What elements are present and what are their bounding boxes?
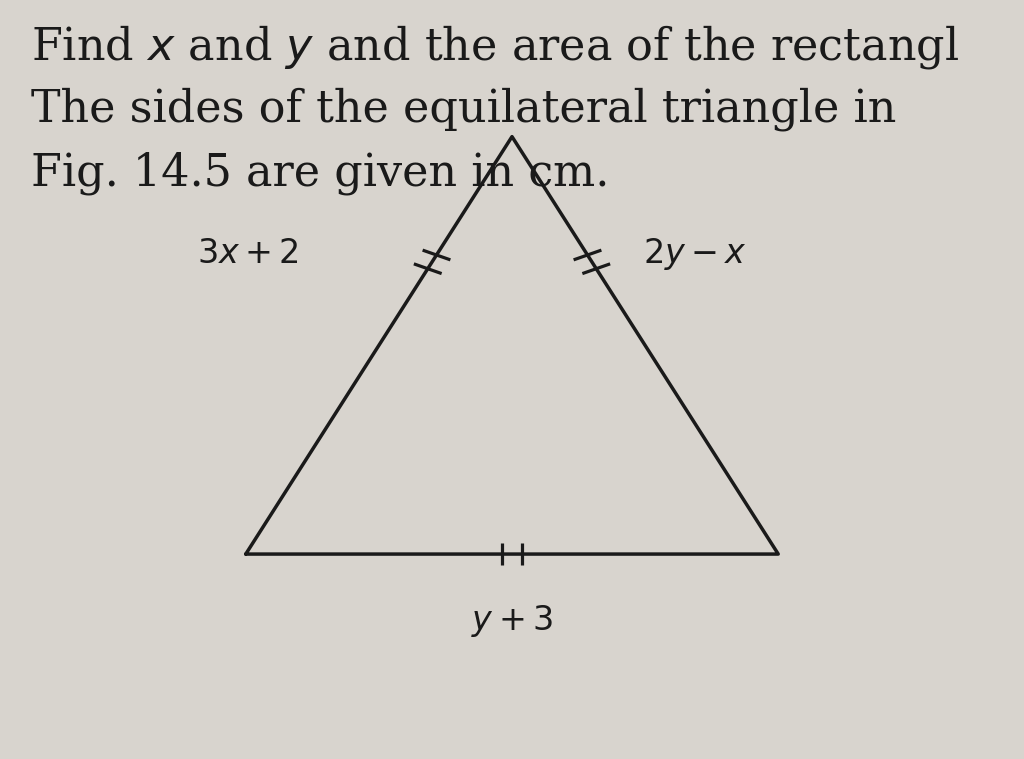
Text: $3x + 2$: $3x + 2$ bbox=[197, 238, 299, 270]
Text: $2y - x$: $2y - x$ bbox=[643, 236, 748, 272]
Text: Fig. 14.5 are given in cm.: Fig. 14.5 are given in cm. bbox=[31, 152, 609, 195]
Text: $y + 3$: $y + 3$ bbox=[471, 603, 553, 639]
Text: Find $x$ and $y$ and the area of the rectangl: Find $x$ and $y$ and the area of the rec… bbox=[31, 23, 958, 71]
Text: The sides of the equilateral triangle in: The sides of the equilateral triangle in bbox=[31, 87, 896, 131]
